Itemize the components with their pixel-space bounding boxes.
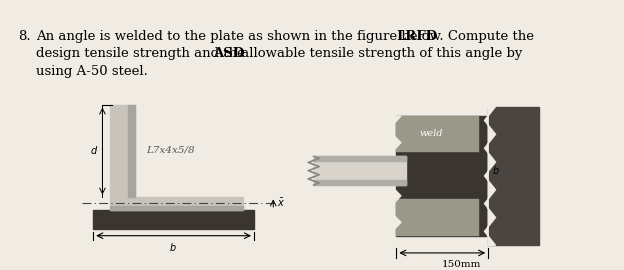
Polygon shape: [484, 107, 495, 245]
Bar: [110, 206, 243, 210]
Bar: [314, 156, 406, 161]
Bar: [396, 116, 479, 153]
Text: 8.: 8.: [18, 30, 31, 43]
Text: b: b: [493, 166, 499, 176]
Bar: [314, 156, 406, 185]
Bar: [396, 199, 479, 236]
Text: using A-50 steel.: using A-50 steel.: [36, 65, 148, 77]
Polygon shape: [385, 116, 401, 236]
Bar: [314, 180, 406, 185]
Bar: [396, 116, 488, 236]
Text: weld: weld: [419, 129, 443, 138]
Text: d: d: [90, 146, 97, 156]
Bar: [128, 105, 135, 197]
Text: LRFD: LRFD: [396, 30, 437, 43]
Text: 150mm: 150mm: [442, 260, 482, 269]
Text: L7x4x5/8: L7x4x5/8: [147, 145, 195, 154]
Text: An angle is welded to the plate as shown in the figure below. Compute the: An angle is welded to the plate as shown…: [36, 30, 539, 43]
Bar: [110, 105, 135, 197]
Text: ASD: ASD: [213, 47, 245, 60]
Text: $\bar{x}$: $\bar{x}$: [277, 197, 285, 209]
Text: design tensile strength and the: design tensile strength and the: [36, 47, 250, 60]
Bar: [93, 210, 254, 229]
Text: b: b: [170, 243, 176, 253]
Bar: [110, 197, 243, 210]
Bar: [488, 107, 539, 245]
Text: allowable tensile strength of this angle by: allowable tensile strength of this angle…: [236, 47, 522, 60]
